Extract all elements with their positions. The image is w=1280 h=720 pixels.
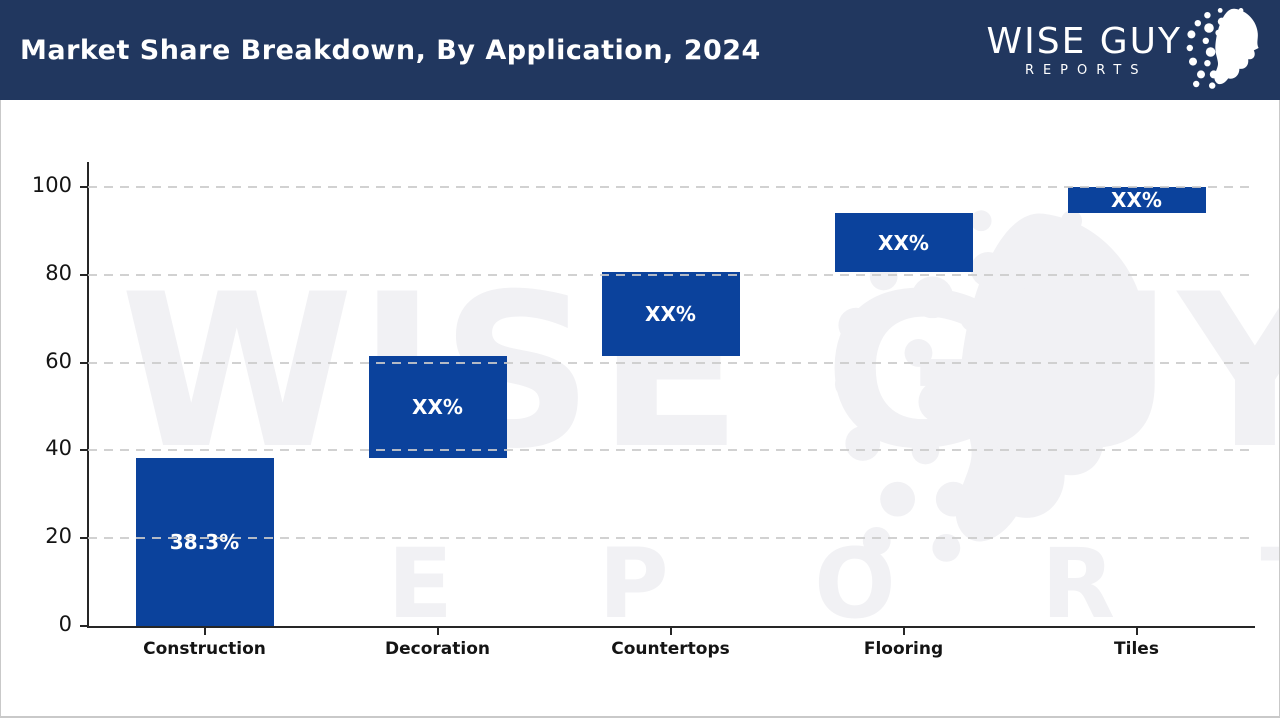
x-axis-tick (669, 628, 672, 635)
x-axis-line (87, 626, 1255, 628)
y-axis-tick (80, 361, 88, 364)
gridline (88, 537, 1255, 540)
bar-value-label: XX% (878, 230, 929, 255)
x-axis-tick (1135, 628, 1138, 635)
watermark-text-reports: R E P O R T S (168, 528, 1280, 640)
bar-tiles: XX% (1067, 187, 1206, 214)
bar-value-label: XX% (412, 395, 463, 420)
gridline (88, 186, 1255, 188)
gridline (88, 449, 1255, 452)
y-axis-tick (80, 186, 88, 188)
x-axis-label-tiles: Tiles (1114, 639, 1159, 659)
page-title: Market Share Breakdown, By Application, … (20, 34, 761, 66)
logo-wordmark: WISE GUY REPORTS (986, 20, 1183, 78)
wise-guy-reports-logo: WISE GUY REPORTS (987, 4, 1267, 96)
page-border-bottom (0, 716, 1280, 718)
y-axis-tick-label: 60 (45, 348, 72, 373)
plot-area: 0 20 40 60 80 100 38.3% Construction XX% Decorati… (0, 100, 1280, 720)
x-axis-tick (436, 628, 439, 635)
x-axis-label-decoration: Decoration (385, 639, 490, 659)
bar-value-label: 38.3% (169, 529, 240, 554)
y-axis-tick (80, 273, 88, 276)
bar-value-label: XX% (645, 302, 696, 327)
dotted-head-icon (1186, 8, 1259, 89)
y-axis-tick-label: 100 (31, 173, 72, 197)
y-axis-tick-label: 80 (45, 260, 72, 285)
y-axis-line (87, 162, 89, 628)
x-axis-tick (203, 628, 206, 635)
y-axis-tick-label: 20 (45, 524, 72, 549)
bar-construction: 38.3% (135, 457, 274, 626)
x-axis-label-flooring: Flooring (863, 639, 944, 659)
bar-value-label: XX% (1111, 188, 1162, 213)
gridline (88, 273, 1255, 276)
header-bar: Market Share Breakdown, By Application, … (0, 0, 1280, 100)
y-axis-tick-label: 40 (45, 436, 72, 461)
bar-decoration: XX% (368, 356, 507, 458)
gridline (88, 361, 1255, 364)
x-axis-tick (902, 628, 905, 635)
page-border-left (0, 100, 1, 718)
y-axis-tick (80, 537, 88, 540)
logo-brand-subtitle: REPORTS (1024, 62, 1148, 78)
bar-countertops: XX% (601, 272, 740, 357)
y-axis-tick (80, 449, 88, 452)
logo-brand-name: WISE GUY (986, 20, 1182, 62)
bar-flooring: XX% (834, 213, 973, 273)
x-axis-label-construction: Construction (143, 639, 266, 659)
watermark-dotted-head (834, 210, 1149, 562)
y-axis-tick-label: 0 (58, 612, 72, 636)
x-axis-label-countertops: Countertops (611, 639, 730, 659)
chart-canvas: WISE GUY R E P O R T S 02040608010038.3%… (0, 100, 1280, 720)
y-axis-tick (80, 625, 88, 627)
